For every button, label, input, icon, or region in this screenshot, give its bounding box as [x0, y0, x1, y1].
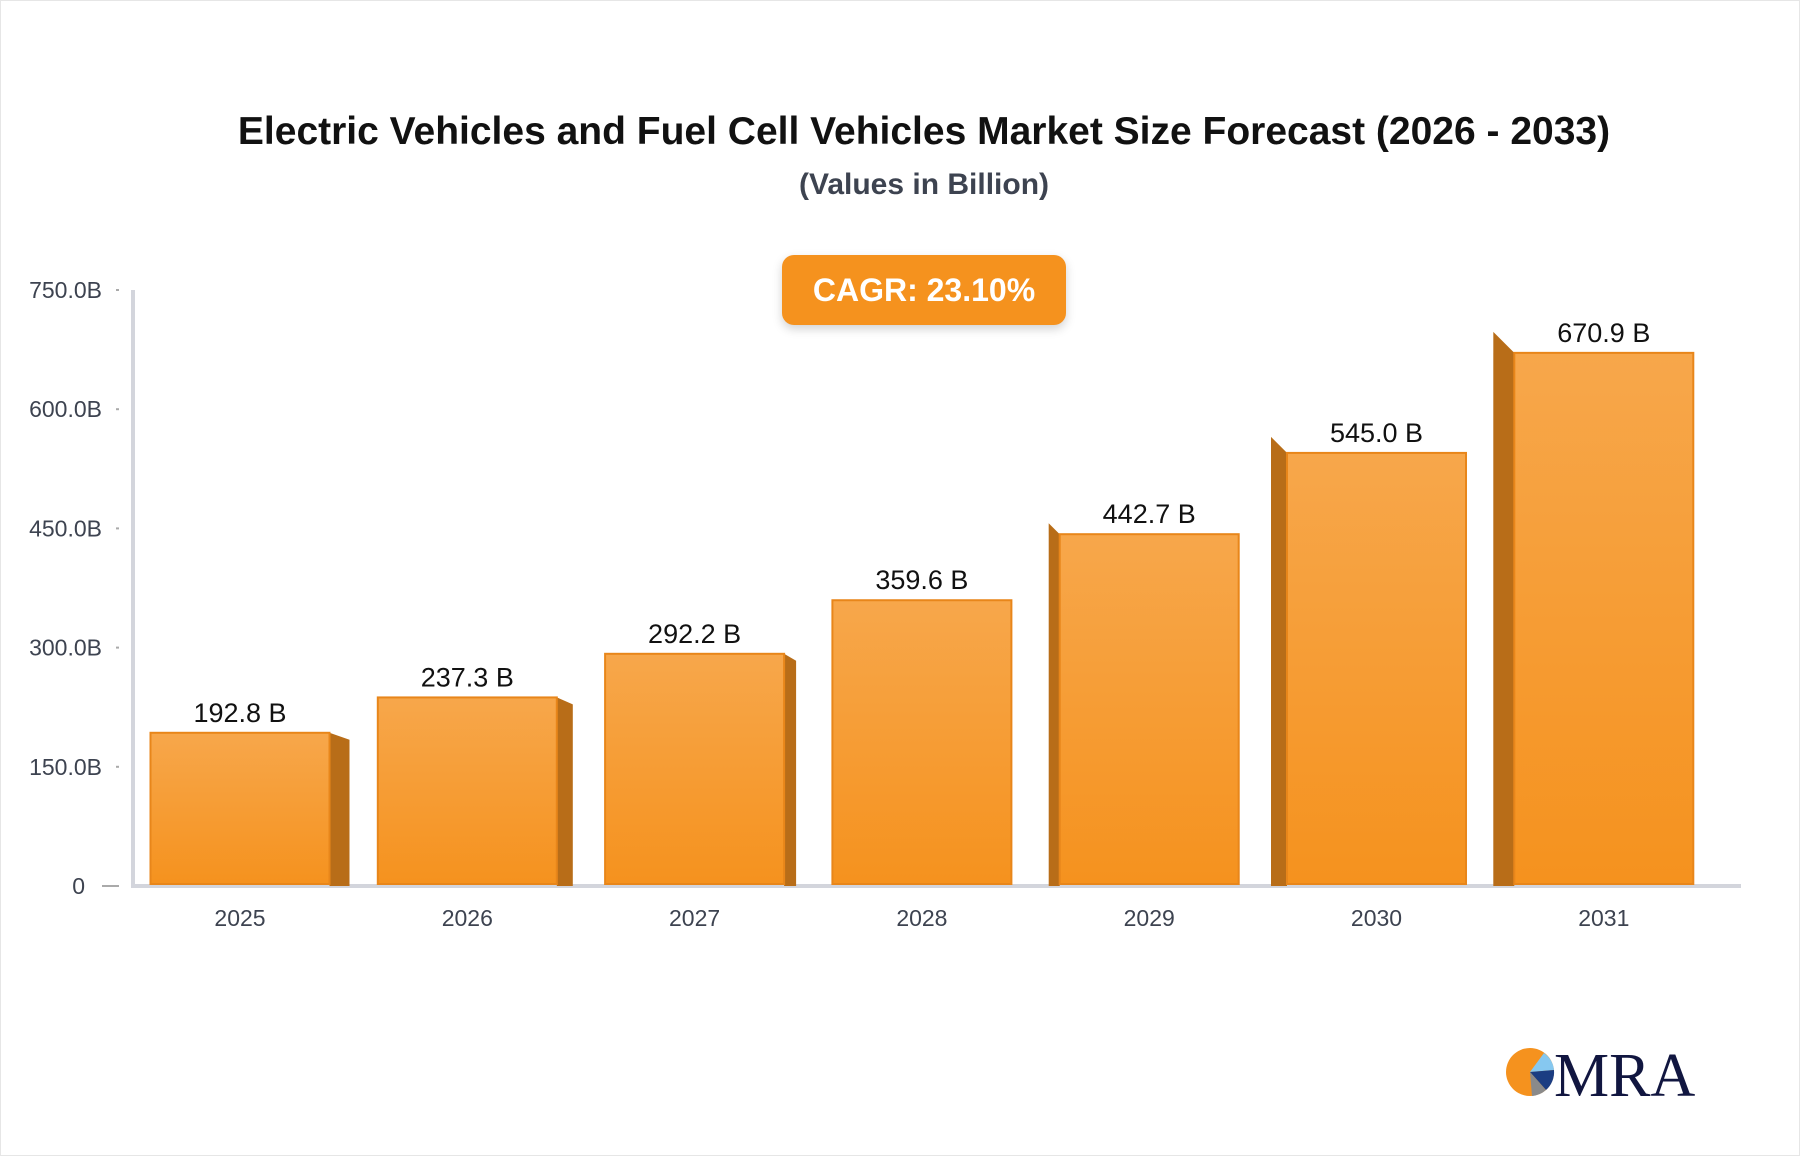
- chart-title: Electric Vehicles and Fuel Cell Vehicles…: [237, 110, 1611, 153]
- bar: [149, 731, 331, 885]
- x-tick-label: 2029: [1124, 905, 1175, 931]
- bar-side: [1493, 331, 1515, 886]
- y-tick-label: 300.0B: [29, 635, 102, 661]
- data-label: 442.7 B: [1103, 499, 1196, 529]
- bar: [604, 652, 786, 885]
- data-label: 670.9 B: [1557, 318, 1650, 348]
- y-tick-label: 600.0B: [29, 396, 102, 422]
- logo-text: MRA: [1554, 1042, 1695, 1100]
- bar-side: [329, 732, 350, 886]
- bar: [831, 599, 1013, 885]
- x-tick-label: 2025: [214, 905, 265, 931]
- data-label: 237.3 B: [421, 662, 514, 692]
- data-label: 292.2 B: [648, 619, 741, 649]
- bar-side: [556, 697, 573, 886]
- bar-side: [1271, 436, 1287, 886]
- chart-subtitle: (Values in Billion): [798, 168, 1050, 201]
- x-tick-label: 2027: [669, 905, 720, 931]
- y-tick-label: 450.0B: [29, 515, 102, 541]
- bar-side: [1048, 523, 1060, 886]
- bar: [1513, 351, 1695, 885]
- y-tick-label: 750.0B: [29, 277, 102, 303]
- x-tick-label: 2028: [896, 905, 947, 931]
- cagr-badge: CAGR: 23.10%: [782, 255, 1066, 325]
- x-tick-label: 2031: [1578, 905, 1629, 931]
- data-label: 192.8 B: [193, 698, 286, 728]
- y-tick-label: 0: [72, 873, 85, 899]
- y-tick-label: 150.0B: [29, 754, 102, 780]
- bar: [1058, 533, 1240, 885]
- bar: [1286, 451, 1467, 885]
- x-tick-label: 2026: [442, 905, 493, 931]
- data-label: 545.0 B: [1330, 418, 1423, 448]
- data-label: 359.6 B: [875, 565, 968, 595]
- bar-side: [784, 653, 797, 886]
- bar: [376, 696, 558, 885]
- logo-pie-icon: MRA: [1506, 1042, 1695, 1100]
- x-tick-label: 2030: [1351, 905, 1402, 931]
- mra-logo: MRA: [1506, 1040, 1696, 1100]
